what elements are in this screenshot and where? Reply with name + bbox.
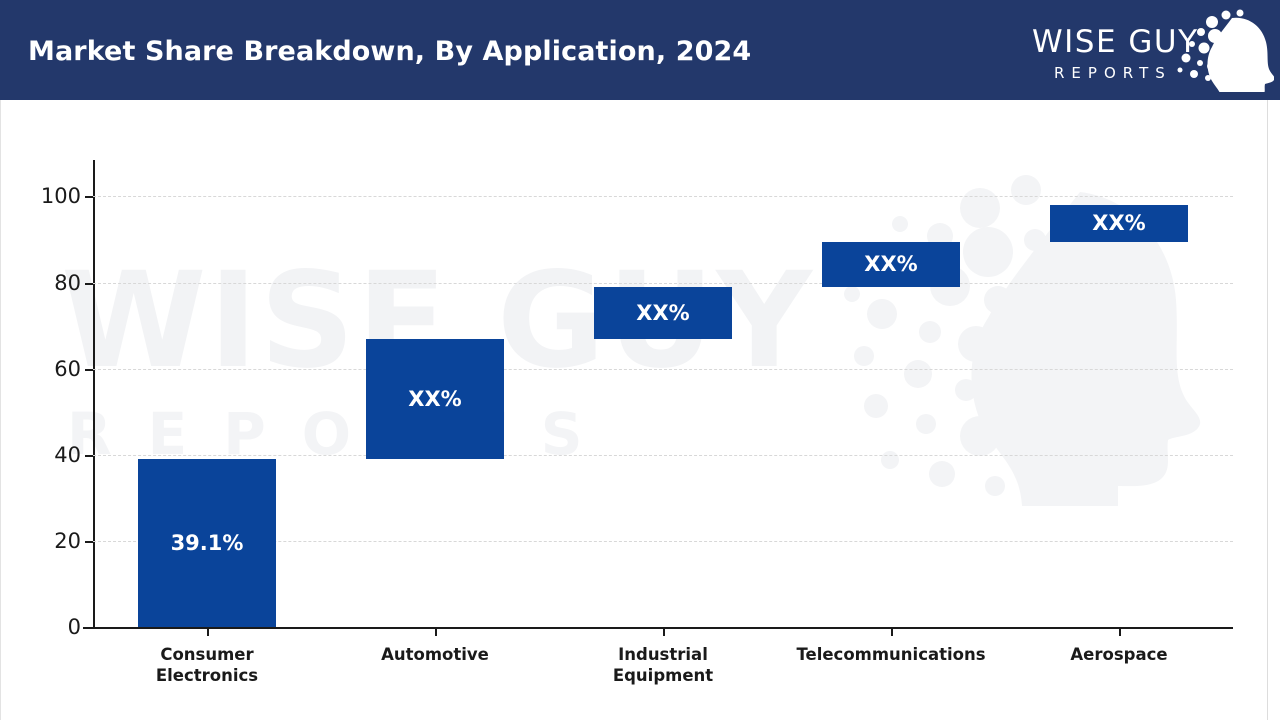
bar[interactable]: 39.1% xyxy=(138,458,276,627)
y-tick-mark xyxy=(85,627,93,629)
gridline xyxy=(93,196,1233,198)
x-tick-mark xyxy=(663,627,665,636)
y-tick-label: 100 xyxy=(40,184,81,209)
y-tick-mark xyxy=(85,368,93,371)
svg-text:WISE GUY: WISE GUY xyxy=(1032,24,1199,60)
x-axis-category-label: Telecommunications xyxy=(796,645,986,664)
y-tick-label: 80 xyxy=(54,270,81,295)
header-bar: Market Share Breakdown, By Application, … xyxy=(0,0,1280,100)
svg-text:REPORTS: REPORTS xyxy=(1054,64,1172,82)
y-tick-mark xyxy=(85,454,93,457)
bar[interactable]: XX% xyxy=(594,286,732,339)
bar[interactable]: XX% xyxy=(366,338,504,459)
gridline xyxy=(93,368,1233,370)
y-tick-mark xyxy=(85,540,93,543)
x-axis-category-label: Consumer Electronics xyxy=(155,645,259,686)
gridline xyxy=(93,454,1233,456)
x-tick-mark xyxy=(1119,627,1121,636)
x-tick-mark xyxy=(435,627,437,636)
wise-guy-reports-logo: WISE GUY REPORTS xyxy=(1026,8,1274,92)
y-axis-spine xyxy=(93,160,95,627)
y-tick-label: 40 xyxy=(54,442,81,467)
x-axis-spine xyxy=(83,627,1233,629)
x-axis-category-label: Automotive xyxy=(381,645,489,664)
y-tick-label: 60 xyxy=(54,356,81,381)
y-tick-label: 20 xyxy=(54,528,81,553)
y-tick-mark xyxy=(85,282,93,285)
x-tick-mark xyxy=(207,627,209,636)
plot-region: 0 20 40 60 80 100 39.1% XX% XX% XX% XX% Consumer … xyxy=(41,160,1233,685)
x-tick-mark xyxy=(891,627,893,636)
x-axis-category-label: Aerospace xyxy=(1070,645,1168,664)
y-tick-mark xyxy=(85,196,93,199)
bar-value-label: XX% xyxy=(636,300,690,325)
bar-value-label: 39.1% xyxy=(170,530,244,555)
bar[interactable]: XX% xyxy=(1050,205,1188,242)
chart-canvas: WISE GUY REPORTS xyxy=(0,100,1280,720)
bar-value-label: XX% xyxy=(1092,211,1146,236)
bar[interactable]: XX% xyxy=(822,241,960,287)
page-title: Market Share Breakdown, By Application, … xyxy=(28,36,752,67)
gridline xyxy=(93,540,1233,542)
bar-value-label: XX% xyxy=(864,252,918,277)
bar-value-label: XX% xyxy=(408,386,462,411)
y-tick-label: 0 xyxy=(67,615,81,639)
gridline xyxy=(93,282,1233,284)
x-axis-category-label: Industrial Equipment xyxy=(612,645,714,686)
